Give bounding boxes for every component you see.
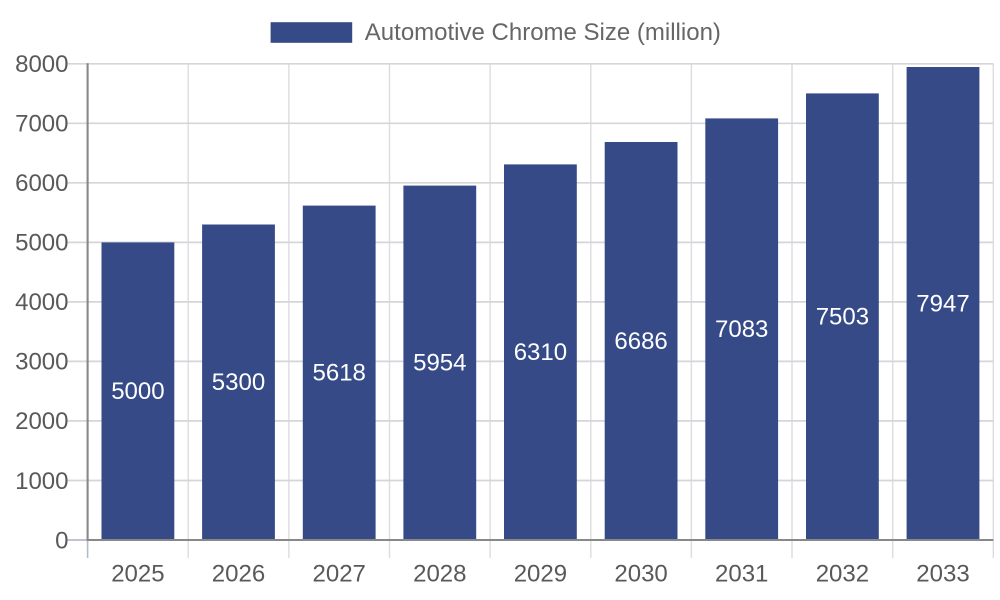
svg-text:2033: 2033 [916, 561, 969, 588]
svg-text:Automotive Chrome Size (millio: Automotive Chrome Size (million) [365, 19, 721, 46]
svg-text:5000: 5000 [111, 378, 164, 405]
svg-text:5618: 5618 [313, 360, 366, 387]
svg-text:6000: 6000 [15, 170, 68, 197]
svg-text:5954: 5954 [413, 350, 466, 377]
svg-text:7947: 7947 [916, 290, 969, 317]
svg-text:3000: 3000 [15, 349, 68, 376]
svg-text:7083: 7083 [715, 316, 768, 343]
svg-text:5300: 5300 [212, 369, 265, 396]
svg-text:2030: 2030 [614, 561, 667, 588]
svg-text:2031: 2031 [715, 561, 768, 588]
svg-text:7000: 7000 [15, 111, 68, 138]
svg-text:0: 0 [55, 527, 68, 554]
svg-text:6686: 6686 [614, 328, 667, 355]
svg-text:1000: 1000 [15, 468, 68, 495]
svg-text:2028: 2028 [413, 561, 466, 588]
svg-text:4000: 4000 [15, 289, 68, 316]
svg-text:2000: 2000 [15, 408, 68, 435]
svg-text:2025: 2025 [111, 561, 164, 588]
svg-text:7503: 7503 [816, 304, 869, 331]
svg-text:8000: 8000 [15, 51, 68, 78]
svg-text:6310: 6310 [514, 339, 567, 366]
svg-text:2032: 2032 [816, 561, 869, 588]
svg-text:2029: 2029 [514, 561, 567, 588]
svg-text:2026: 2026 [212, 561, 265, 588]
svg-text:2027: 2027 [313, 561, 366, 588]
svg-text:5000: 5000 [15, 230, 68, 257]
